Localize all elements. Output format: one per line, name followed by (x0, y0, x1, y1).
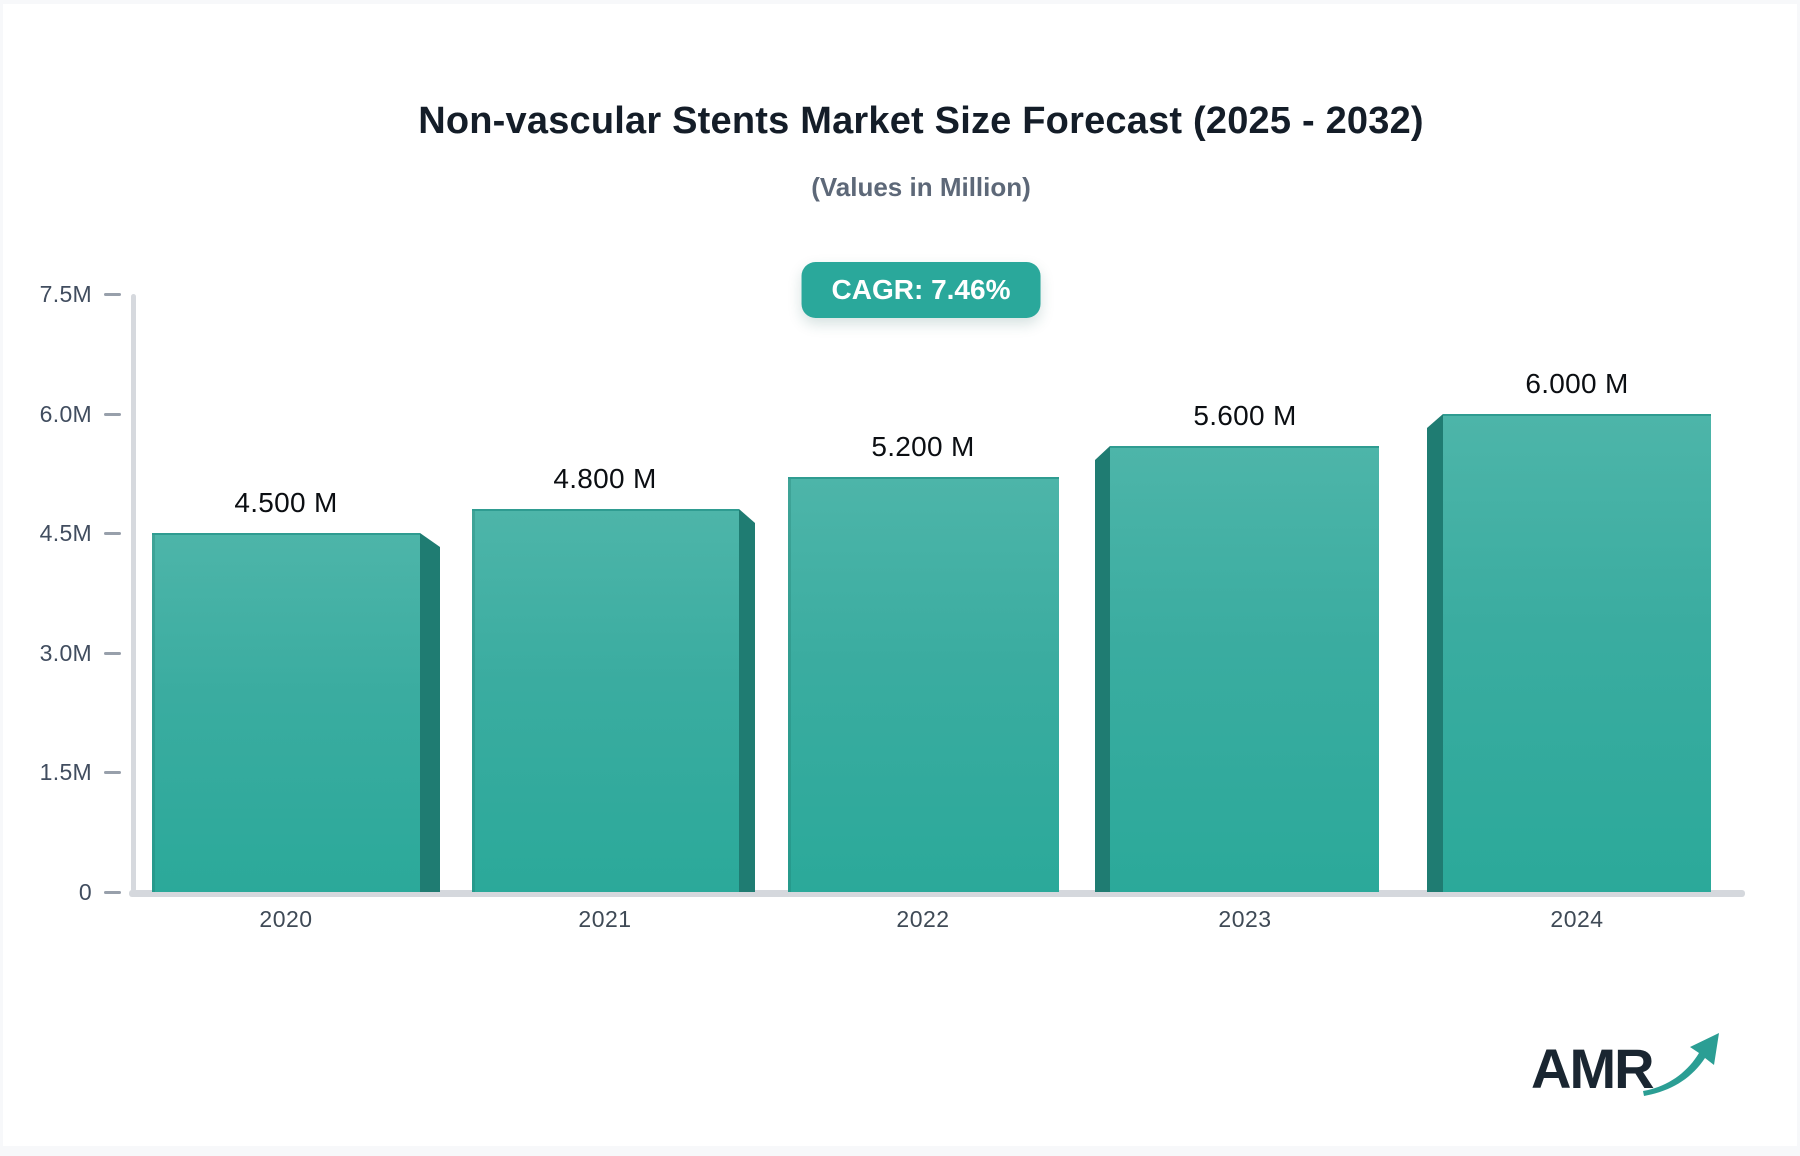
bar-face (472, 509, 739, 892)
bar-value-label: 4.800 M (553, 463, 657, 494)
growth-arrow-icon (1642, 1033, 1719, 1096)
tick-dash (104, 770, 121, 774)
bar-face (1443, 414, 1711, 892)
bar-side-face (1095, 446, 1110, 892)
bar-side-face (420, 533, 440, 892)
y-tick-label: 6.0M (39, 400, 92, 427)
y-tick-1-5m: 1.5M (3, 758, 121, 785)
tick-dash (104, 412, 121, 416)
y-tick-label: 3.0M (39, 639, 92, 666)
bar-face (1110, 446, 1379, 892)
y-tick-label: 1.5M (39, 758, 92, 785)
tick-dash (104, 292, 121, 296)
y-tick-6-0m: 6.0M (3, 400, 121, 427)
bar-face (152, 533, 420, 892)
bar-face (788, 477, 1059, 892)
bar-side-face (1427, 414, 1443, 892)
tick-dash (104, 651, 121, 655)
x-label-2024: 2024 (1550, 906, 1604, 932)
bar-value-label: 6.000 M (1525, 368, 1629, 399)
x-label-2023: 2023 (1218, 906, 1272, 932)
chart-title: Non-vascular Stents Market Size Forecast… (418, 100, 1424, 142)
y-tick-label: 7.5M (39, 280, 92, 307)
chart-subtitle: (Values in Million) (811, 172, 1031, 202)
amr-logo-text: AMR (1531, 1036, 1655, 1100)
tick-dash (104, 890, 121, 894)
x-label-2021: 2021 (578, 906, 632, 932)
y-axis-line (131, 294, 136, 892)
y-tick-7-5m: 7.5M (3, 280, 121, 307)
y-tick-label: 0 (78, 878, 92, 905)
y-tick-4-5m: 4.5M (3, 519, 121, 546)
x-label-2022: 2022 (896, 906, 950, 932)
amr-logo: AMR (1531, 1032, 1723, 1104)
y-tick-label: 4.5M (39, 519, 92, 546)
chart-card: Non-vascular Stents Market Size Forecast… (3, 4, 1797, 1146)
y-tick-0: 0 (3, 878, 121, 905)
y-tick-3-0m: 3.0M (3, 639, 121, 666)
tick-dash (104, 531, 121, 535)
x-label-2020: 2020 (259, 906, 313, 932)
bar-side-face (739, 509, 755, 892)
bar-value-label: 5.200 M (871, 431, 975, 462)
cagr-badge: CAGR: 7.46% (801, 262, 1041, 318)
bar-value-label: 4.500 M (234, 487, 338, 518)
x-axis-line (129, 890, 1745, 897)
bar-value-label: 5.600 M (1193, 400, 1297, 431)
